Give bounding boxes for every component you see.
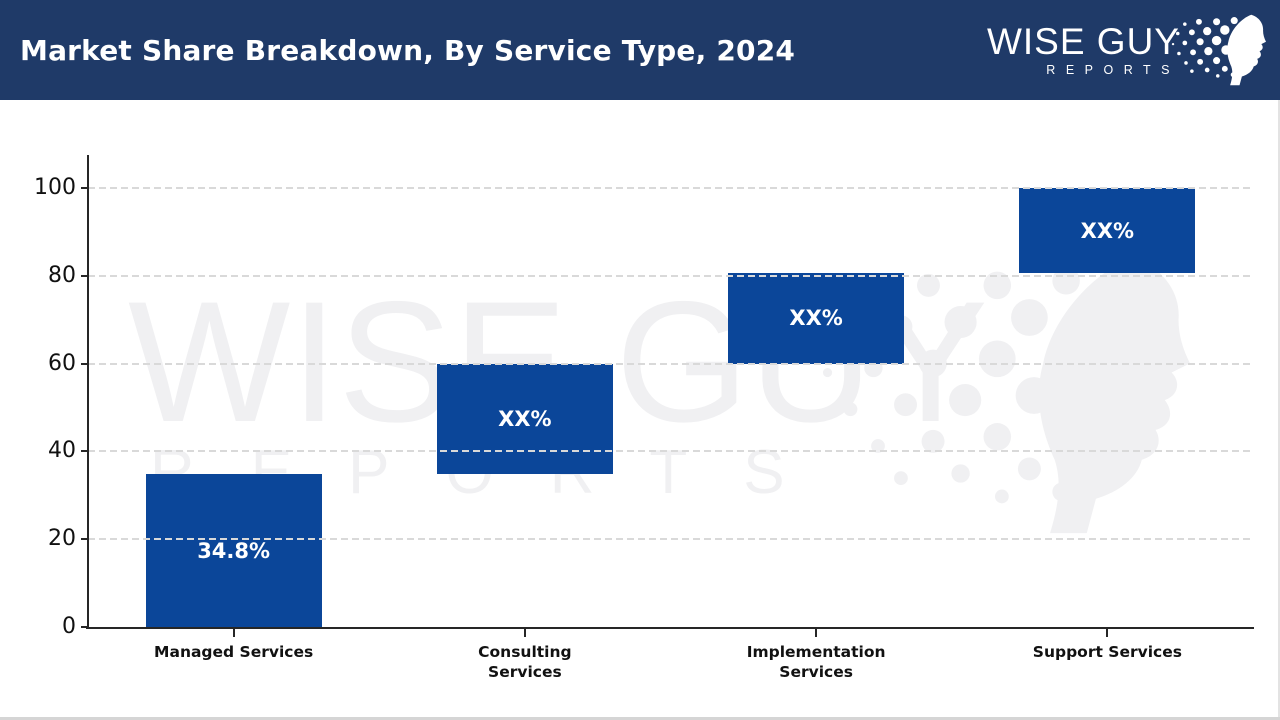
gridline — [88, 362, 1253, 365]
x-axis-label-line: Services — [779, 663, 853, 681]
y-tick-mark — [81, 450, 88, 453]
head-profile-icon — [1166, 7, 1266, 93]
x-axis-label: Support Services — [1033, 642, 1182, 662]
y-axis-line — [87, 155, 89, 629]
header-bar: Market Share Breakdown, By Service Type,… — [0, 0, 1280, 100]
x-tick-mark — [1106, 629, 1109, 637]
bar-value-label: XX% — [1080, 218, 1135, 243]
bar-support-services — [1019, 188, 1196, 274]
y-tick-mark — [81, 538, 88, 541]
x-axis-label: Implementation Services — [747, 642, 886, 682]
x-axis-label-line: Services — [488, 663, 562, 681]
x-tick-mark — [523, 629, 526, 637]
logo-subtitle: REPORTS — [1046, 63, 1180, 77]
y-tick-mark — [81, 362, 88, 365]
bar-value-label: XX% — [498, 406, 552, 431]
x-axis-line — [86, 627, 1254, 629]
x-tick-mark — [815, 629, 818, 637]
right-edge-strip — [1278, 100, 1280, 717]
x-axis-label-line: Managed Services — [154, 643, 314, 661]
y-tick-label: 80 — [48, 262, 76, 288]
bar-consulting-services — [436, 363, 613, 475]
y-tick-label: 60 — [48, 350, 76, 376]
chart-title: Market Share Breakdown, By Service Type,… — [20, 33, 796, 67]
x-axis-label-line: Implementation — [746, 643, 886, 661]
bar-value-label: XX% — [789, 306, 843, 331]
gridline — [88, 538, 1253, 541]
y-tick-mark — [81, 626, 88, 628]
logo-text: WISE GUY REPORTS — [987, 23, 1180, 77]
y-tick-label: 0 — [62, 614, 76, 639]
gridline — [88, 450, 1253, 453]
x-tick-mark — [232, 629, 235, 637]
y-tick-label: 100 — [34, 175, 76, 200]
wise-guy-reports-logo: WISE GUY REPORTS — [987, 7, 1266, 93]
bar-managed-services — [145, 474, 322, 627]
gridline — [88, 187, 1253, 189]
x-axis-label: Consulting Services — [478, 642, 571, 682]
x-axis-label-line: Support Services — [1032, 643, 1182, 661]
bar-value-label: 34.8% — [197, 538, 271, 563]
y-tick-mark — [81, 274, 88, 277]
x-axis-label-line: Consulting — [478, 643, 572, 661]
y-tick-label: 40 — [48, 438, 76, 464]
logo-wordmark: WISE GUY — [986, 21, 1180, 62]
y-tick-label: 20 — [48, 526, 76, 552]
y-tick-mark — [81, 187, 88, 189]
waterfall-chart: WISE GUY REPORTS 02040608010034.8%Manage… — [0, 100, 1280, 720]
bar-implementation-services — [728, 273, 905, 364]
x-axis-label: Managed Services — [154, 642, 313, 662]
gridline — [88, 274, 1253, 277]
bottom-edge-strip — [0, 717, 1280, 720]
